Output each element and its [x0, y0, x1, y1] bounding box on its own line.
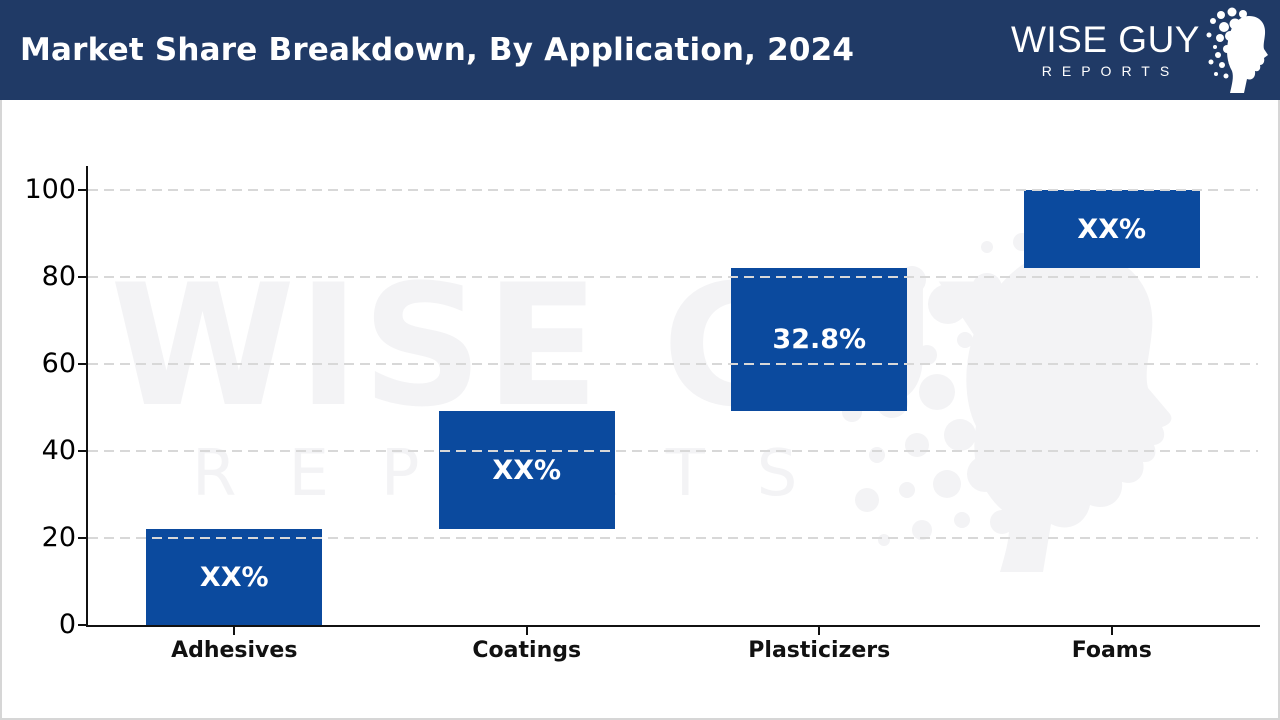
x-tick	[1110, 627, 1113, 635]
x-axis-label-coatings: Coatings	[472, 638, 582, 663]
y-tick-label: 20	[41, 522, 76, 553]
y-tick-label: 40	[41, 435, 76, 466]
x-tick	[818, 627, 821, 635]
y-tick	[78, 363, 86, 365]
y-tick	[78, 450, 86, 452]
bar-value-label: XX%	[492, 454, 562, 486]
y-axis-line	[86, 166, 88, 627]
x-axis-label-plasticizers: Plasticizers	[748, 638, 891, 663]
x-axis-label-adhesives: Adhesives	[171, 638, 298, 663]
bar-coatings: XX%	[438, 410, 615, 530]
brand-head-dots-icon	[1206, 7, 1268, 93]
brand-logo: WISE GUY REPORTS	[1011, 7, 1268, 93]
bar-value-label: XX%	[1077, 213, 1147, 245]
page-title: Market Share Breakdown, By Application, …	[20, 32, 855, 68]
header-bar: Market Share Breakdown, By Application, …	[0, 0, 1280, 100]
y-tick	[78, 624, 86, 626]
gridline-100	[88, 189, 1258, 191]
x-tick	[525, 627, 528, 635]
brand-subtitle: REPORTS	[1041, 63, 1180, 79]
x-tick	[233, 627, 236, 635]
y-tick	[78, 189, 86, 191]
y-tick	[78, 537, 86, 539]
gridline-20	[88, 537, 1258, 539]
bar-value-label: 32.8%	[772, 324, 867, 356]
x-axis-label-foams: Foams	[1071, 638, 1152, 663]
bar-adhesives: XX%	[146, 529, 323, 625]
bar-foams: XX%	[1023, 190, 1200, 269]
brand-name: WISE GUY	[1010, 19, 1200, 60]
bar-plasticizers: 32.8%	[731, 268, 908, 411]
bar-value-label: XX%	[199, 561, 269, 593]
y-tick-label: 100	[24, 174, 76, 205]
x-axis-line	[86, 625, 1260, 627]
gridline-40	[88, 450, 1258, 452]
y-tick-label: 80	[41, 261, 76, 292]
y-tick-label: 60	[41, 348, 76, 379]
brand-logo-text: WISE GUY REPORTS	[1011, 21, 1200, 79]
y-tick-label: 0	[58, 609, 76, 640]
gridline-80	[88, 276, 1258, 278]
gridline-60	[88, 363, 1258, 365]
y-tick	[78, 276, 86, 278]
